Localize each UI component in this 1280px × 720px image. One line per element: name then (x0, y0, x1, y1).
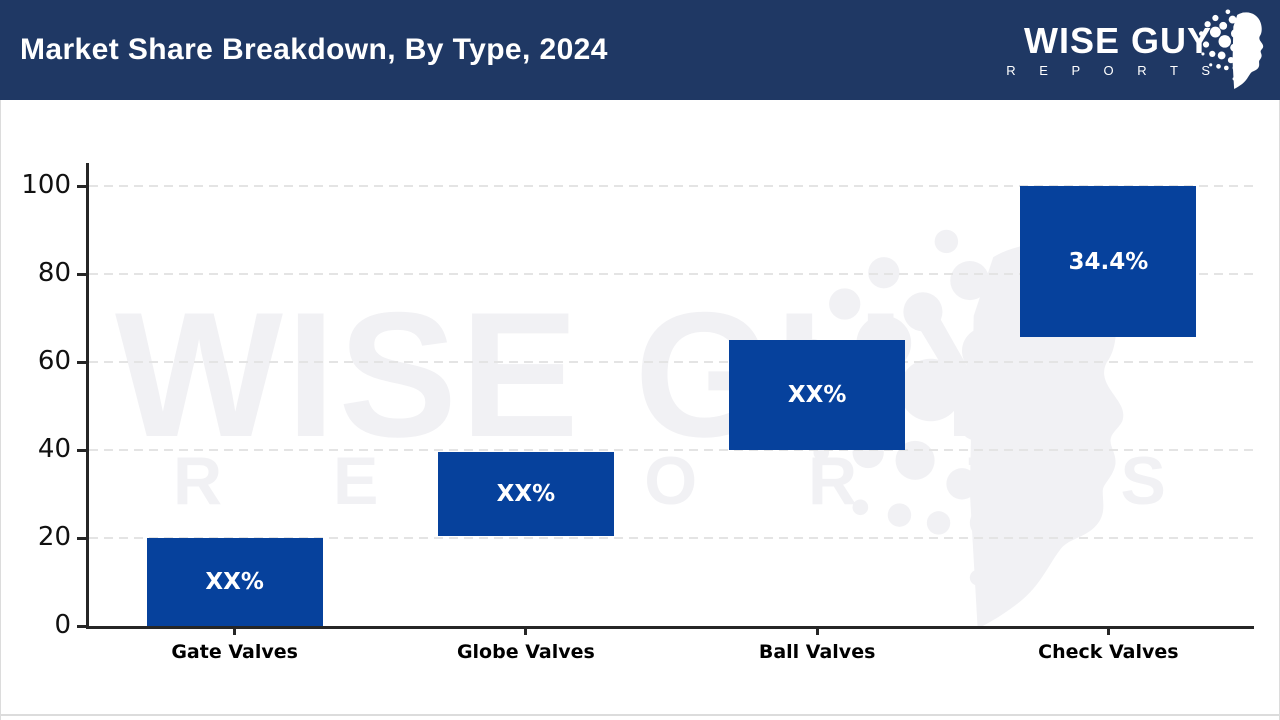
y-axis-tick (77, 272, 86, 276)
x-axis-category-label: Check Valves (1038, 641, 1179, 663)
x-axis-tick (1106, 626, 1110, 635)
bar-value-label: XX% (205, 569, 264, 595)
x-axis-line (86, 626, 1254, 629)
bar-segment: 34.4% (1020, 186, 1197, 338)
brand-logo: WISE GUY R E P O R T S (1006, 7, 1270, 93)
y-axis-tick-label: 100 (21, 170, 71, 200)
y-axis-tick (77, 536, 86, 540)
header-bar: Market Share Breakdown, By Type, 2024 WI… (0, 0, 1280, 100)
x-axis-tick (233, 626, 237, 635)
y-axis-tick-label: 40 (37, 434, 71, 464)
gridline (89, 361, 1254, 363)
gridline (89, 273, 1254, 275)
logo-wordmark-line2: R E P O R T S (1006, 62, 1220, 78)
bar-value-label: XX% (787, 382, 847, 408)
y-axis-tick-label: 20 (37, 522, 71, 552)
bar-segment: XX% (437, 452, 614, 536)
x-axis-category-label: Gate Valves (171, 641, 298, 663)
gridline (89, 537, 1254, 539)
y-axis-tick (77, 448, 86, 452)
x-axis-tick (815, 626, 819, 635)
page-title: Market Share Breakdown, By Type, 2024 (20, 33, 608, 66)
gridline (89, 185, 1254, 187)
logo-wordmark-line1: WISE GUY (1023, 19, 1212, 61)
bar-value-label: 34.4% (1068, 248, 1149, 275)
x-axis-category-label: Ball Valves (758, 641, 876, 663)
x-axis-tick (524, 626, 528, 635)
y-axis-tick (77, 184, 86, 188)
dotted-head-profile-icon (1196, 9, 1264, 89)
y-axis-tick-label: 60 (37, 346, 71, 376)
y-axis-line (86, 163, 89, 629)
y-axis-tick (77, 624, 86, 628)
x-axis-category-label: Globe Valves (456, 641, 595, 663)
plot-area: 0 20 40 60 80 100 XX% Gate Valves XX% Globe Valve… (21, 163, 1254, 663)
logo-wordmark: WISE GUY R E P O R T S (1006, 19, 1212, 78)
bar-segment: XX% (729, 340, 906, 450)
y-axis-tick-label: 80 (37, 258, 71, 288)
bar-segment: XX% (146, 538, 323, 626)
y-axis-tick (77, 360, 86, 364)
bar-value-label: XX% (496, 480, 556, 507)
bottom-border-line (0, 714, 1280, 716)
chart-area: WISE GUY R E P O R T S 0 20 40 60 80 100 XX% Ga… (0, 100, 1280, 720)
gridline (89, 449, 1254, 451)
y-axis-tick-label: 0 (54, 610, 71, 640)
